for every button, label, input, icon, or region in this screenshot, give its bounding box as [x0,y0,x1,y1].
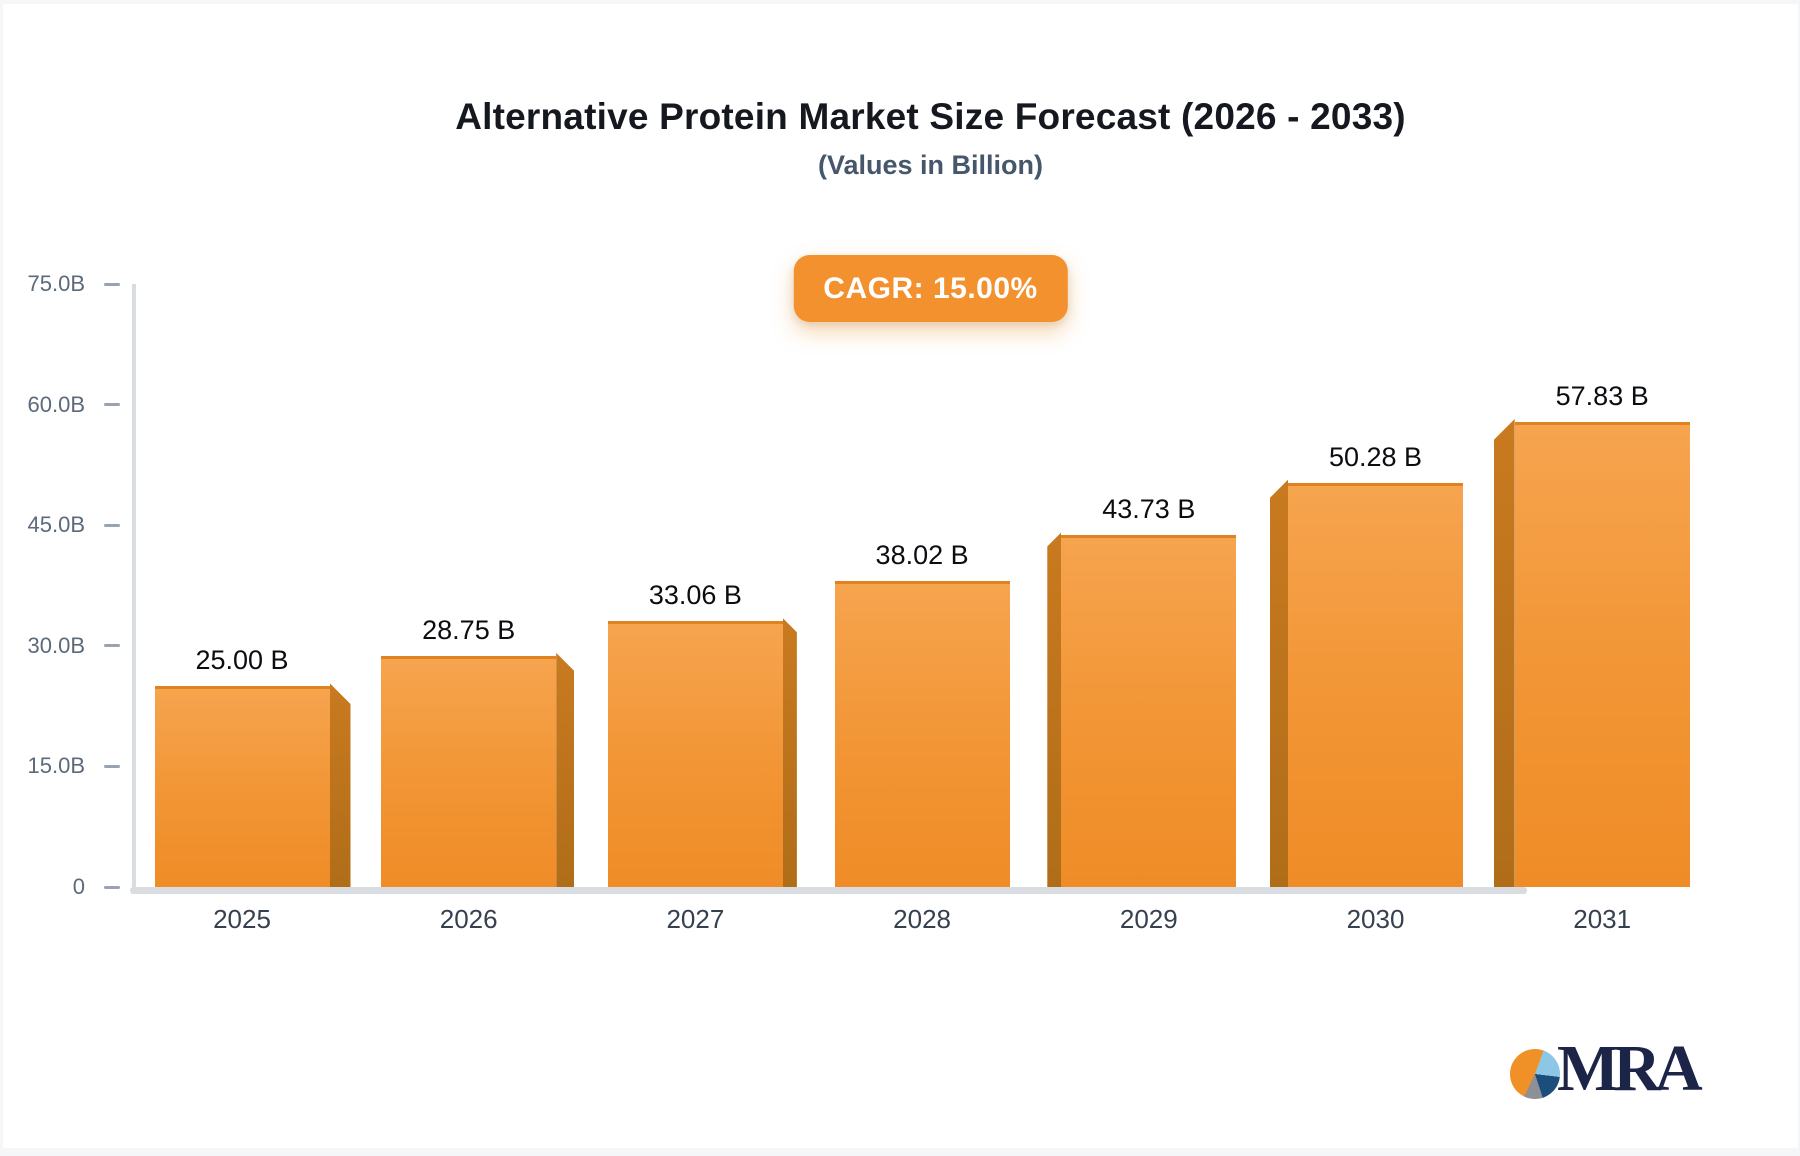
bar-2030-3d-side [1270,479,1288,887]
bar-2025-3d-side [329,683,351,887]
x-axis-line [130,887,1527,894]
bar-2027[interactable] [607,621,783,887]
mra-pie-chart-icon [1510,1049,1560,1099]
y-axis-tick-label: 45.0B [27,512,86,538]
bar-value-label-2025: 25.00 B [195,645,289,675]
y-axis-line [132,284,136,887]
x-axis-label-2027: 2027 [666,904,725,934]
mra-logo: MRA [1509,1036,1709,1104]
y-axis-tick-mark [104,403,120,407]
y-axis-tick-mark [104,764,120,768]
bar-2029[interactable] [1061,535,1237,887]
chart-title: Alternative Protein Market Size Forecast… [455,96,1406,137]
x-axis-label-2029: 2029 [1119,904,1178,934]
bar-chart-plot-area: 75.0B 60.0B 45.0B 30.0B 15.0B 0 25.00 B 2025 28.… [3,4,1798,1148]
chart-subtitle: (Values in Billion) [817,150,1044,180]
y-axis-tick-mark [104,523,120,527]
mra-logo-text: MRA [1557,1032,1703,1105]
bar-value-label-2030: 50.28 B [1328,441,1423,472]
y-axis-tick-mark [104,885,120,889]
bar-2026-3d-side [556,652,575,887]
bar-value-label-2027: 33.06 B [648,580,742,611]
y-axis-tick-label: 30.0B [27,632,86,658]
chart-header: Alternative Protein Market Size Forecast… [63,4,1798,334]
bar-2026[interactable] [381,655,557,887]
bar-2027-3d-side [782,618,797,887]
y-axis-tick-label: 60.0B [27,391,86,417]
y-axis-tick-label: 15.0B [27,753,86,779]
y-axis-tick-mark [104,644,120,648]
bar-2031-3d-side [1493,419,1515,887]
bar-2031[interactable] [1514,422,1690,887]
y-axis-tick-label: 0 [72,874,85,899]
chart-card: Alternative Protein Market Size Forecast… [3,4,1798,1148]
bar-value-label-2031: 57.83 B [1555,381,1649,412]
cagr-badge: CAGR: 15.00% [793,255,1068,322]
bar-value-label-2026: 28.75 B [422,614,516,645]
x-axis-label-2026: 2026 [439,904,498,934]
y-axis-tick-label: 75.0B [27,271,86,296]
x-axis-label-2028: 2028 [893,904,952,934]
x-axis-label-2025: 2025 [213,904,271,934]
x-axis-label-2031: 2031 [1573,904,1632,934]
x-axis-label-2030: 2030 [1346,904,1405,934]
y-axis-tick-mark [104,282,120,286]
bar-value-label-2029: 43.73 B [1102,494,1196,525]
bar-value-label-2028: 38.02 B [875,540,969,571]
bar-2029-3d-side [1047,532,1062,887]
bar-2030[interactable] [1288,482,1463,887]
bar-2028[interactable] [834,581,1010,887]
bar-2025[interactable] [154,686,330,887]
